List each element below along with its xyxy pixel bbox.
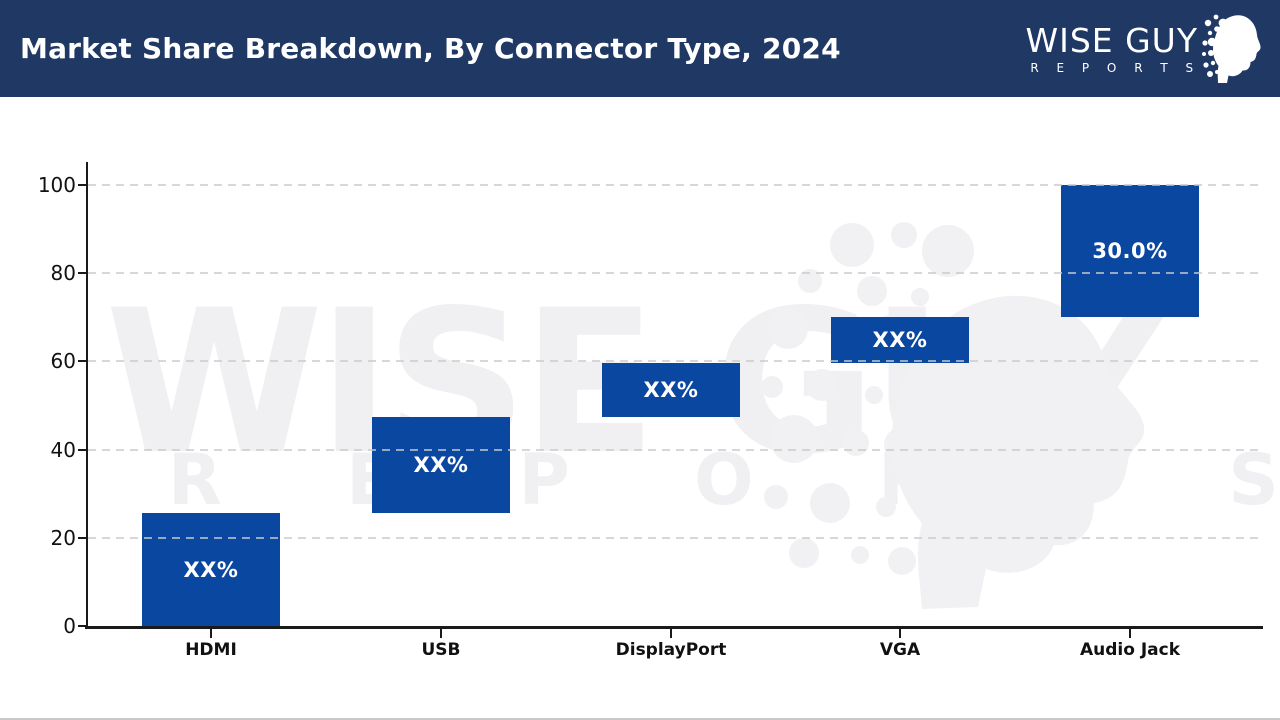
page-title: Market Share Breakdown, By Connector Typ… [20,32,841,65]
y-tick-label-0: 0 [63,614,76,638]
x-category-label-0: HDMI [185,640,237,660]
gridline-60 [88,360,1262,363]
bar-value-label: XX% [183,557,239,582]
x-tick-3 [899,629,901,638]
y-tick-label-100: 100 [37,173,76,197]
brand-logo: WISE GUY R E P O R T S [1025,9,1262,89]
bar-value-label: XX% [872,328,928,352]
x-category-label-3: VGA [879,640,921,660]
y-tick-20 [78,536,86,539]
gridline-80 [88,272,1262,275]
y-tick-0 [78,625,86,627]
y-tick-60 [78,360,86,363]
y-tick-80 [78,272,86,275]
y-tick-label-20: 20 [50,525,76,550]
watermark-subtext: R E P O R T S [168,439,1280,521]
x-category-label-4: Audio Jack [1079,640,1181,660]
bar-displayport: XX% [602,362,740,418]
y-tick-label-80: 80 [50,261,76,286]
y-tick-100 [78,184,86,186]
x-tick-1 [440,629,442,638]
bar-value-label: XX% [413,453,469,478]
x-tick-4 [1129,629,1131,638]
x-category-label-2: DisplayPort [615,640,727,660]
x-tick-2 [670,629,672,638]
x-tick-0 [210,629,212,638]
y-axis-spine [86,162,88,627]
bar-value-label: 30.0% [1092,239,1168,264]
bar-hdmi: XX% [142,513,280,626]
gridline-100 [88,184,1262,186]
y-tick-label-60: 60 [50,349,76,374]
header-bar: Market Share Breakdown, By Connector Typ… [0,0,1280,97]
bar-value-label: XX% [643,378,699,403]
gridline-40 [88,448,1262,451]
bar-usb: XX% [372,417,510,514]
brand-face-icon [1202,14,1261,83]
brand-logo-text: WISE GUY R E P O R T S [1025,24,1198,74]
brand-subtitle: R E P O R T S [1030,60,1201,75]
gridline-20 [88,536,1262,539]
y-tick-40 [78,448,86,451]
bar-vga: XX% [831,317,969,363]
bar-audio-jack: 30.0% [1061,185,1199,318]
chart-area: WISE GUY R E P O R T S 0 20 40 60 80 100 XX% HD… [0,97,1280,718]
brand-name: WISE GUY [1025,20,1198,60]
x-category-label-1: USB [421,640,461,660]
x-axis-spine [85,626,1263,629]
y-tick-label-40: 40 [50,437,76,462]
